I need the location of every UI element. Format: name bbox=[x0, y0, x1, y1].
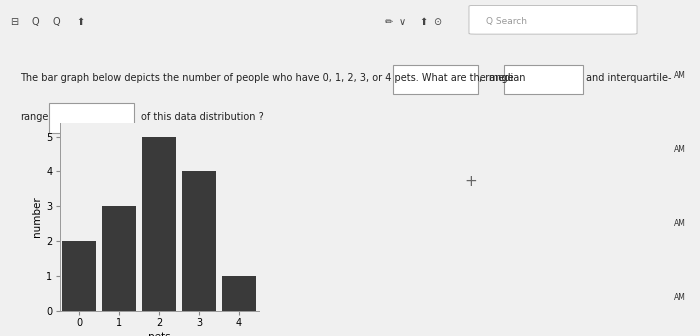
Bar bbox=[102, 206, 136, 311]
Text: ⊙: ⊙ bbox=[433, 17, 442, 27]
Text: The bar graph below depicts the number of people who have 0, 1, 2, 3, or 4 pets.: The bar graph below depicts the number o… bbox=[20, 73, 525, 83]
Text: AM: AM bbox=[673, 145, 685, 154]
Text: ∨: ∨ bbox=[399, 17, 406, 27]
X-axis label: pets: pets bbox=[148, 332, 171, 336]
FancyBboxPatch shape bbox=[469, 6, 637, 34]
Text: ⬆: ⬆ bbox=[419, 17, 428, 27]
FancyBboxPatch shape bbox=[49, 103, 134, 133]
Text: ⊟: ⊟ bbox=[10, 17, 18, 27]
Text: AM: AM bbox=[673, 71, 685, 80]
Text: Q: Q bbox=[32, 17, 38, 27]
Text: AM: AM bbox=[673, 219, 685, 228]
Text: ⬆: ⬆ bbox=[76, 17, 85, 27]
Text: range: range bbox=[20, 112, 48, 122]
Text: of this data distribution ?: of this data distribution ? bbox=[141, 112, 263, 122]
Bar bbox=[62, 241, 97, 311]
FancyBboxPatch shape bbox=[393, 65, 478, 94]
Text: , range: , range bbox=[479, 73, 514, 83]
Text: Q Search: Q Search bbox=[486, 17, 528, 26]
Y-axis label: number: number bbox=[32, 196, 42, 237]
Text: and interquartile-: and interquartile- bbox=[586, 73, 671, 83]
Bar bbox=[142, 136, 176, 311]
Bar bbox=[222, 276, 256, 311]
Text: AM: AM bbox=[673, 293, 685, 302]
Text: ✏: ✏ bbox=[384, 17, 393, 27]
Text: +: + bbox=[465, 174, 477, 190]
FancyBboxPatch shape bbox=[504, 65, 582, 94]
Bar bbox=[182, 171, 216, 311]
Text: Q: Q bbox=[52, 17, 60, 27]
